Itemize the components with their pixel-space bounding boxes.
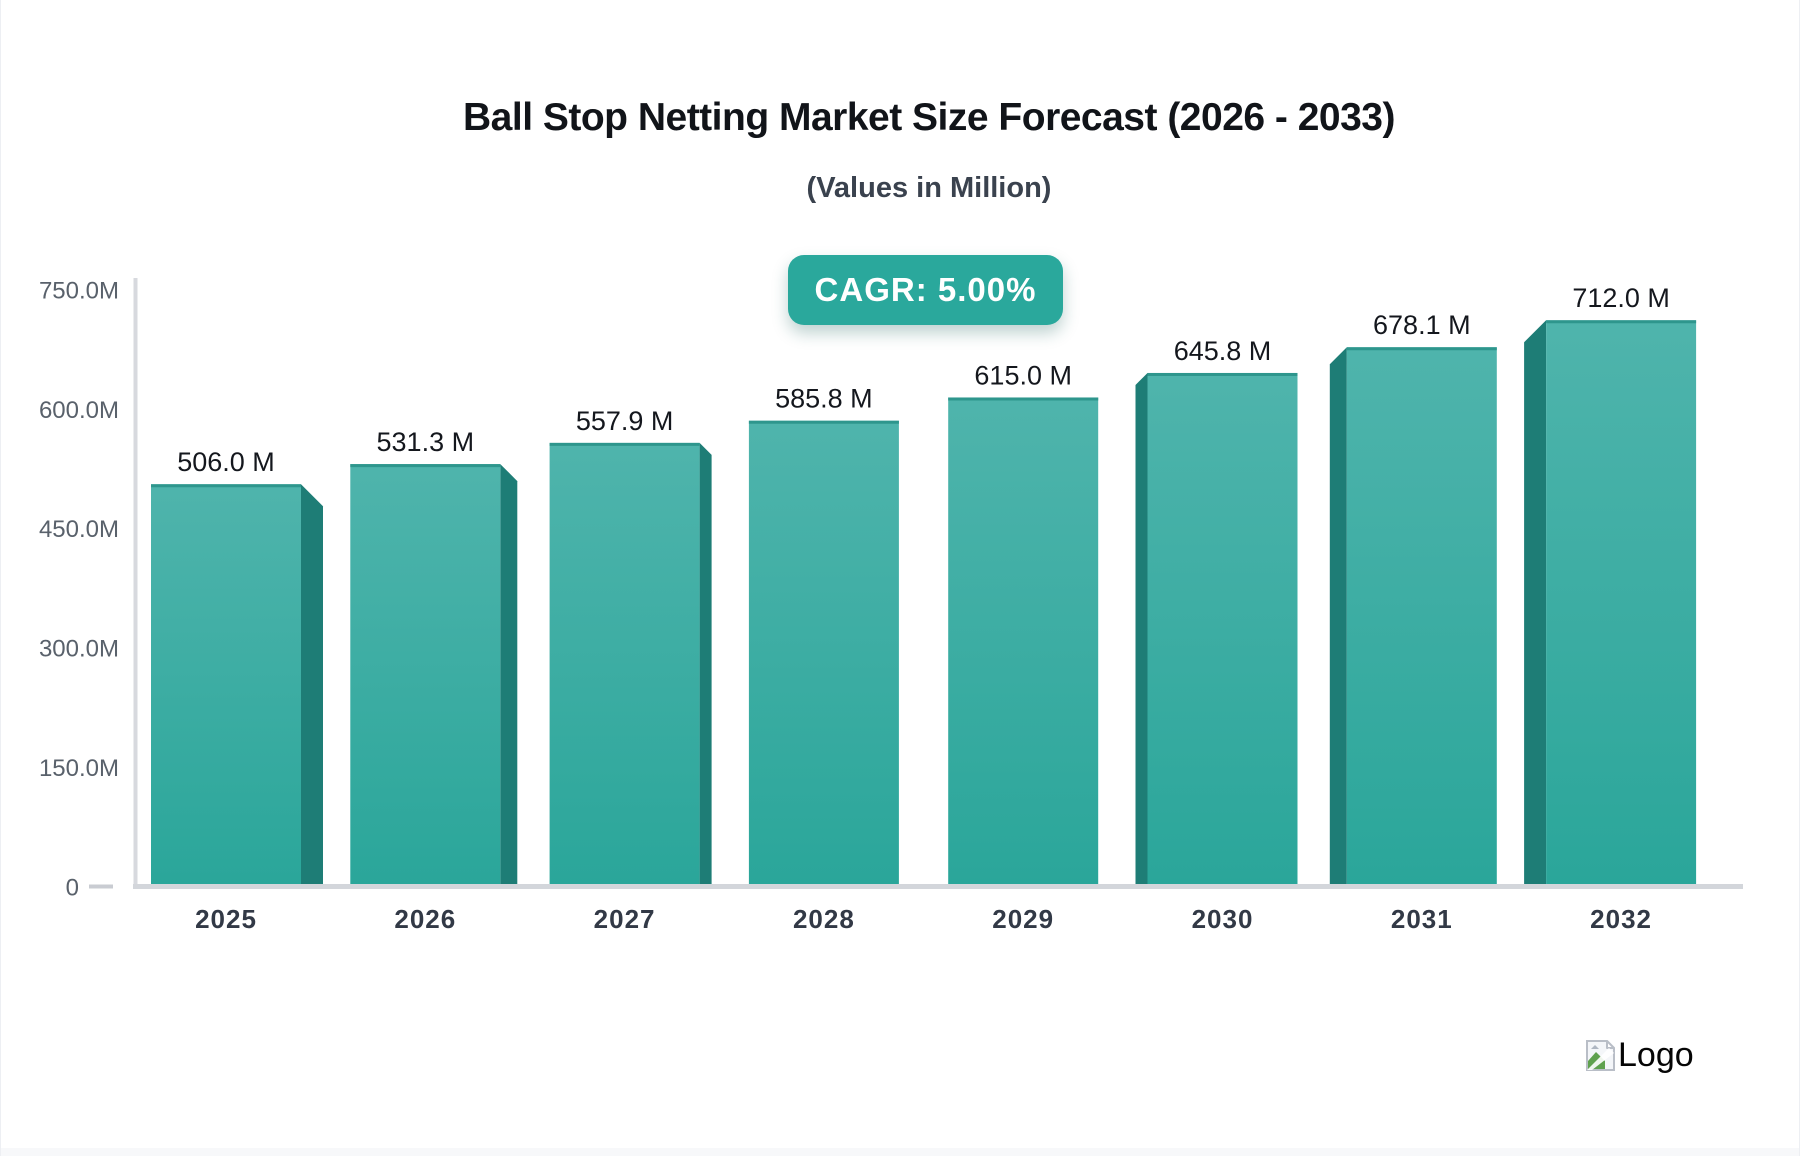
page-subtitle: (Values in Million) bbox=[806, 172, 1052, 204]
x-tick-label: 2031 bbox=[1391, 904, 1453, 934]
bar-value-label: 712.0 M bbox=[1572, 283, 1670, 313]
cagr-badge: CAGR: 5.00% bbox=[788, 255, 1063, 325]
x-tick-label: 2032 bbox=[1590, 904, 1652, 934]
y-tick-label: 600.0M bbox=[39, 397, 119, 424]
broken-image-icon bbox=[1586, 1040, 1615, 1071]
page-background-strip bbox=[1, 1148, 1799, 1156]
bar-side-2032 bbox=[1524, 320, 1547, 887]
bar-2028 bbox=[748, 420, 899, 887]
bar-side-2031 bbox=[1329, 347, 1347, 887]
bar-side-2027 bbox=[699, 442, 712, 887]
y-tick-label: 300.0M bbox=[39, 636, 119, 663]
bar-value-label: 645.8 M bbox=[1174, 336, 1272, 366]
bar-2031 bbox=[1346, 347, 1497, 887]
bar-2032 bbox=[1546, 320, 1697, 887]
y-tick-label: 0 bbox=[66, 874, 79, 901]
bar-value-label: 678.1 M bbox=[1373, 310, 1471, 340]
x-tick-label: 2028 bbox=[793, 904, 855, 934]
bar-value-label: 531.3 M bbox=[377, 427, 475, 457]
logo: Logo bbox=[1585, 1038, 1694, 1072]
y-tick-label: 150.0M bbox=[39, 755, 119, 782]
logo-alt-text: Logo bbox=[1618, 1036, 1694, 1074]
bar-value-label: 585.8 M bbox=[775, 384, 873, 414]
bar-2030 bbox=[1147, 372, 1298, 887]
bar-value-label: 557.9 M bbox=[576, 406, 674, 436]
bar-side-2026 bbox=[500, 464, 518, 887]
bar-2025 bbox=[151, 484, 301, 887]
x-tick-label: 2030 bbox=[1192, 904, 1254, 934]
x-tick-label: 2027 bbox=[594, 904, 656, 934]
bar-side-2025 bbox=[301, 484, 323, 887]
bar-value-label: 506.0 M bbox=[177, 447, 275, 477]
y-tick-label: 450.0M bbox=[39, 516, 119, 543]
x-tick-label: 2029 bbox=[992, 904, 1054, 934]
bar-2026 bbox=[350, 464, 501, 887]
bar-side-2030 bbox=[1135, 372, 1148, 887]
page-title: Ball Stop Netting Market Size Forecast (… bbox=[463, 96, 1395, 139]
bar-2027 bbox=[549, 442, 700, 887]
bar-value-label: 615.0 M bbox=[974, 360, 1072, 390]
y-tick-label: 750.0M bbox=[39, 277, 119, 304]
x-tick-label: 2025 bbox=[195, 904, 257, 934]
x-tick-label: 2026 bbox=[394, 904, 456, 934]
bar-2029 bbox=[948, 397, 1099, 887]
